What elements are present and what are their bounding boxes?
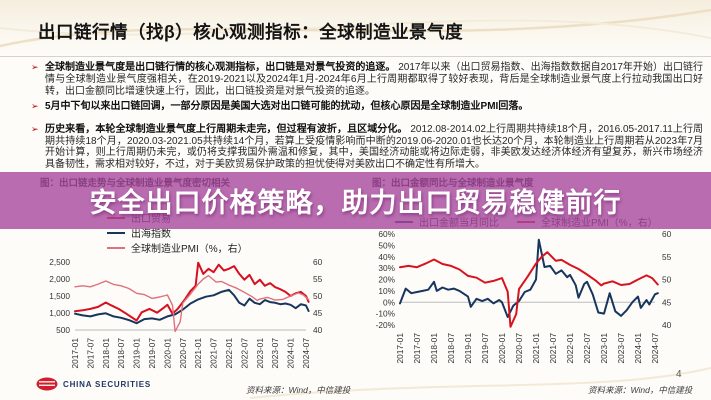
- svg-text:2024-07: 2024-07: [650, 333, 660, 364]
- bullet-arrow-icon: ➢: [31, 100, 39, 111]
- svg-text:2017-07: 2017-07: [85, 338, 95, 369]
- bullet-arrow-icon: ➢: [31, 123, 39, 134]
- svg-text:2017-01: 2017-01: [395, 333, 405, 364]
- china-securities-logo-icon: [36, 377, 58, 391]
- bullet-body: 2012.08-2014.02上行周期共持续18个月，2016.05-2017.…: [45, 123, 704, 171]
- svg-text:30%: 30%: [378, 263, 395, 273]
- svg-text:2017-07: 2017-07: [412, 333, 422, 364]
- page-number: 4: [676, 369, 682, 380]
- svg-text:2021-07: 2021-07: [209, 338, 219, 369]
- svg-text:-10%: -10%: [376, 309, 396, 319]
- svg-text:2023-07: 2023-07: [616, 333, 626, 364]
- bullet-arrow-icon: ➢: [31, 62, 39, 72]
- bullet-list: ➢ 全球制造业景气度是出口链行情的核心观测指标，出口链是对景气投资的追逐。 20…: [30, 62, 703, 171]
- svg-text:50: 50: [662, 275, 672, 285]
- china-securities-logo: CHINA SECURITIES: [36, 377, 151, 391]
- svg-text:40: 40: [313, 325, 323, 335]
- bullet-item-2: ➢ 5月中下旬以来出口链回调，一部分原因是美国大选对出口链可能的扰动，但核心原因…: [30, 101, 703, 113]
- svg-text:2020-07: 2020-07: [514, 333, 524, 364]
- svg-text:2024-01: 2024-01: [633, 333, 643, 364]
- bullet-lead: 历史来看，本轮全球制造业景气度上行周期未走完，但过程有波折，且区域分化。: [45, 123, 408, 135]
- svg-text:2018-07: 2018-07: [446, 333, 456, 364]
- svg-text:45: 45: [662, 297, 672, 307]
- legend-swatch: [107, 246, 125, 249]
- bullet-body: 2017年以来（出口贸易指数、出海指数数据自2017年开始）出口链行情与全球制造…: [45, 62, 704, 97]
- svg-text:1,500: 1,500: [49, 291, 70, 301]
- svg-text:2024-07: 2024-07: [301, 338, 311, 369]
- left-chart-source: 资料来源：Wind，中信建投: [246, 385, 351, 395]
- svg-text:0%: 0%: [383, 297, 396, 307]
- svg-text:-20%: -20%: [376, 320, 396, 330]
- svg-text:2022-01: 2022-01: [565, 333, 575, 364]
- svg-text:2021-01: 2021-01: [531, 333, 541, 364]
- logo-text: CHINA SECURITIES: [63, 379, 152, 389]
- legend-label: 全球制造业PMI（%，右）: [131, 244, 248, 255]
- svg-text:2020-01: 2020-01: [162, 338, 172, 369]
- svg-text:50: 50: [313, 291, 323, 301]
- svg-text:2017-01: 2017-01: [70, 338, 80, 369]
- svg-text:2020-01: 2020-01: [497, 333, 507, 364]
- svg-text:55: 55: [313, 274, 323, 284]
- export-value-yoy-chart: 60%50%40%30%20%10%0%-10%-20%605550454020…: [376, 229, 672, 364]
- export-chain-trend-chart: 2,500 2,000 1,500 1,000 500 60 55 50 45 40 2017-01…: [49, 257, 323, 369]
- svg-text:2,500: 2,500: [49, 257, 70, 267]
- svg-text:2018-07: 2018-07: [116, 338, 126, 369]
- svg-text:2019-07: 2019-07: [147, 338, 157, 369]
- page-title: 出口链行情（找β）核心观测指标：全球制造业景气度: [38, 22, 464, 42]
- svg-text:1,000: 1,000: [49, 308, 70, 318]
- svg-text:10%: 10%: [378, 286, 395, 296]
- svg-text:2022-07: 2022-07: [582, 333, 592, 364]
- bullet-item-1: ➢ 全球制造业景气度是出口链行情的核心观测指标，出口链是对景气投资的追逐。 20…: [30, 62, 703, 98]
- svg-text:50%: 50%: [378, 240, 395, 250]
- svg-text:2019-07: 2019-07: [480, 333, 490, 364]
- bullet-lead: 5月中下旬以来出口链回调，一部分原因是美国大选对出口链可能的扰动，但核心原因是全…: [45, 100, 529, 112]
- legend-label: 出海指数: [131, 229, 171, 240]
- bullet-lead: 全球制造业景气度是出口链行情的核心观测指标，出口链是对景气投资的追逐。: [45, 62, 396, 73]
- svg-text:2019-01: 2019-01: [132, 338, 142, 369]
- svg-text:60: 60: [662, 229, 672, 239]
- svg-text:2018-01: 2018-01: [101, 338, 111, 369]
- legend-item: 出海指数: [107, 225, 248, 240]
- svg-text:2023-01: 2023-01: [255, 338, 265, 369]
- svg-text:55: 55: [662, 252, 672, 262]
- svg-text:2020-07: 2020-07: [178, 338, 188, 369]
- svg-text:2022-07: 2022-07: [239, 338, 249, 369]
- svg-text:40%: 40%: [378, 252, 395, 262]
- overlay-banner: 安全出口价格策略，助力出口贸易稳健前行: [0, 172, 711, 229]
- svg-text:2,000: 2,000: [49, 274, 70, 284]
- svg-text:60: 60: [313, 257, 323, 267]
- svg-text:2018-01: 2018-01: [429, 333, 439, 364]
- legend-item: 全球制造业PMI（%，右）: [107, 240, 248, 255]
- title-divider: [0, 56, 711, 57]
- svg-text:40: 40: [662, 320, 672, 330]
- svg-text:20%: 20%: [378, 275, 395, 285]
- svg-text:2021-07: 2021-07: [548, 333, 558, 364]
- legend-swatch: [107, 231, 125, 234]
- bullet-item-3: ➢ 历史来看，本轮全球制造业景气度上行周期未走完，但过程有波折，且区域分化。 2…: [30, 124, 703, 172]
- svg-text:2023-01: 2023-01: [599, 333, 609, 364]
- svg-text:45: 45: [313, 308, 323, 318]
- banner-text: 安全出口价格策略，助力出口贸易稳健前行: [89, 188, 622, 218]
- svg-text:2019-01: 2019-01: [463, 333, 473, 364]
- svg-text:2024-01: 2024-01: [286, 338, 296, 369]
- svg-text:2023-07: 2023-07: [270, 338, 280, 369]
- svg-text:2022-01: 2022-01: [224, 338, 234, 369]
- svg-text:60%: 60%: [378, 229, 395, 239]
- svg-text:2021-01: 2021-01: [193, 338, 203, 369]
- right-chart-source: 资料来源：Wind，中信建投: [588, 385, 693, 395]
- svg-text:500: 500: [56, 325, 70, 335]
